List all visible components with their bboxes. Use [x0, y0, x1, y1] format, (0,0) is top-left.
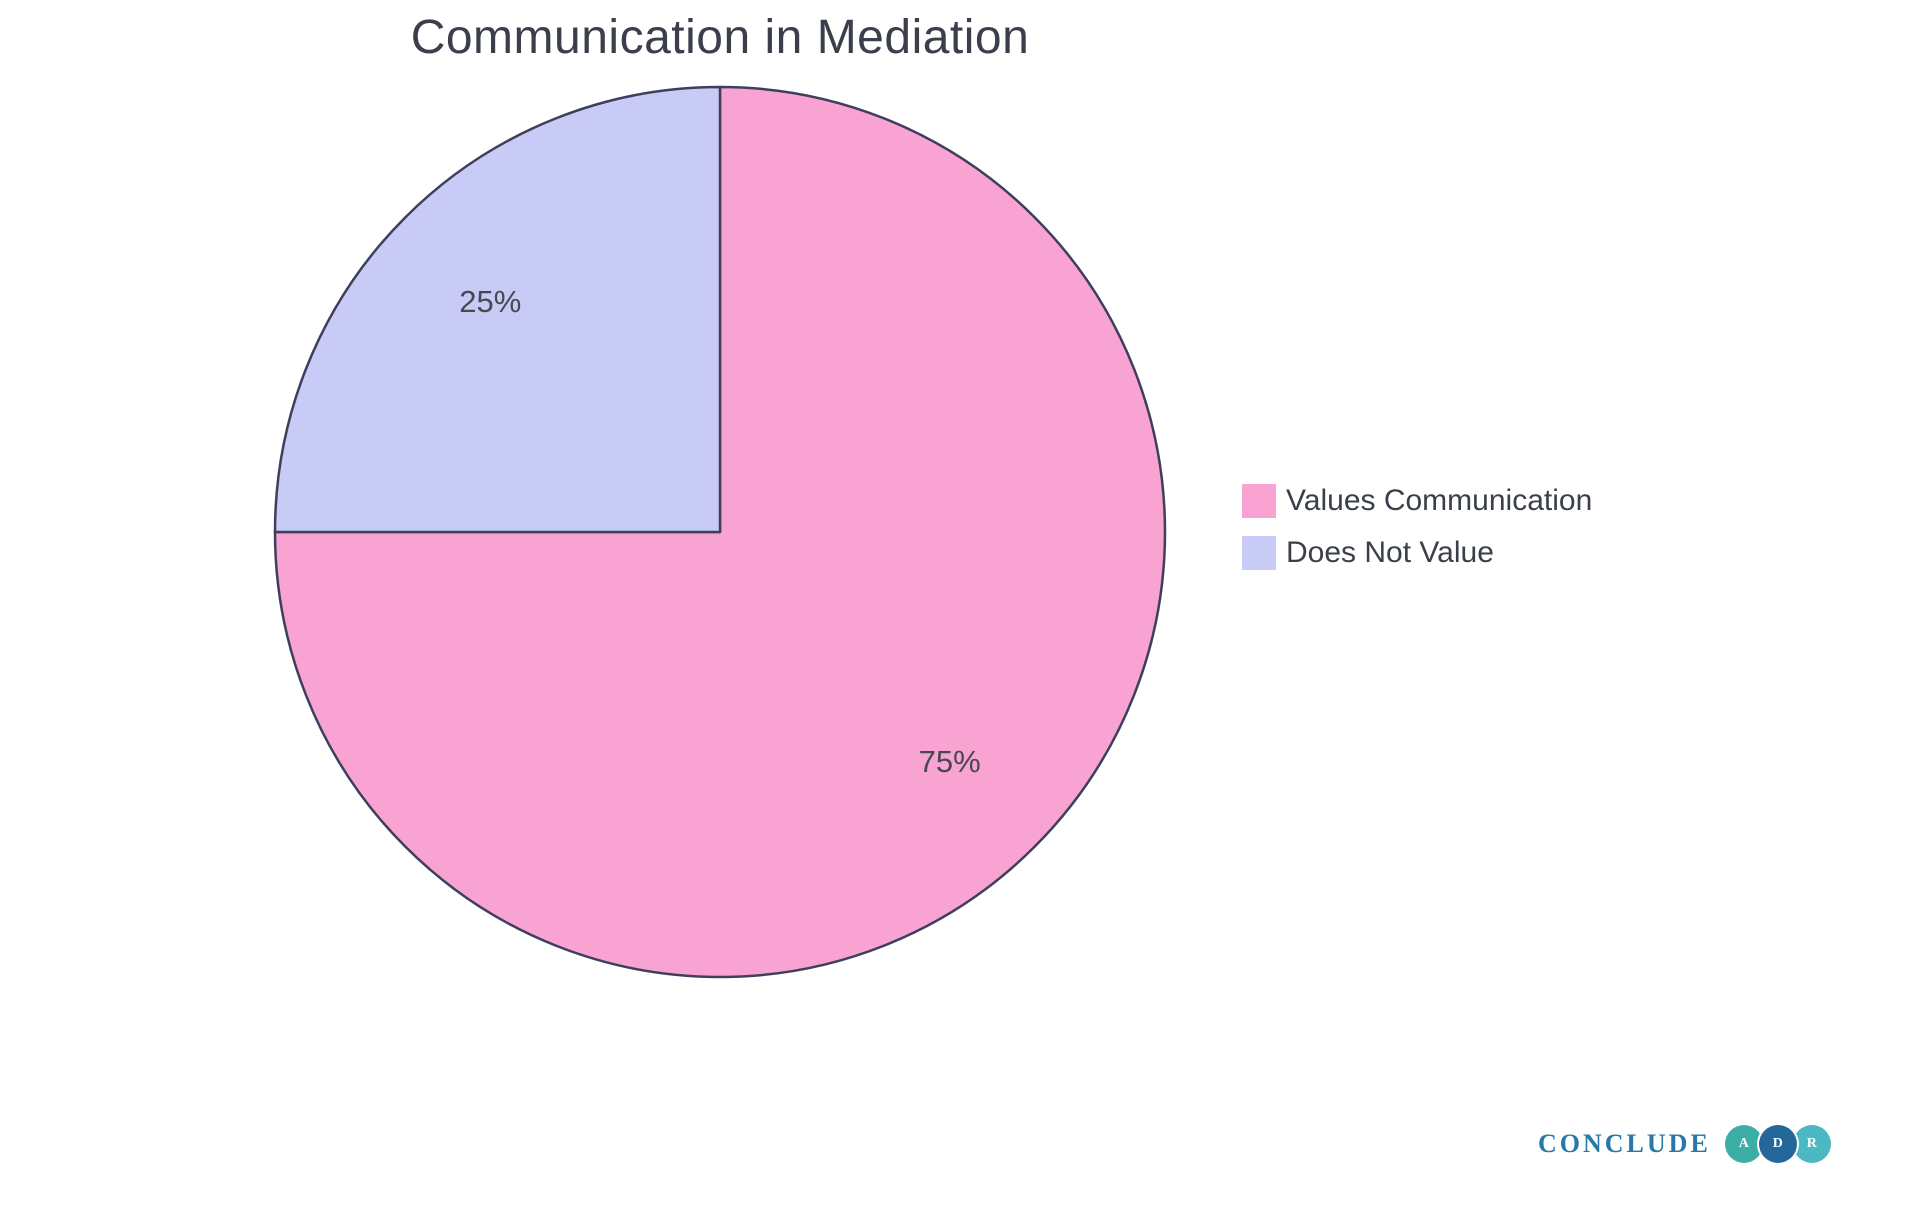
- legend-swatch-values-communication: [1242, 484, 1276, 518]
- pie-slice-does-not-value: [273, 85, 722, 534]
- legend-swatch-does-not-value: [1242, 536, 1276, 570]
- legend-label: Does Not Value: [1286, 536, 1494, 569]
- badge-r-icon: R: [1792, 1125, 1831, 1163]
- pie-chart: [273, 85, 1167, 979]
- badge-d-icon: D: [1758, 1125, 1797, 1163]
- badge-a-icon: A: [1724, 1125, 1763, 1163]
- legend: Values Communication Does Not Value: [1242, 484, 1592, 570]
- legend-label: Values Communication: [1286, 484, 1593, 517]
- legend-item-values-communication: Values Communication: [1242, 484, 1592, 518]
- conclude-wordmark: CONCLUDE: [1538, 1129, 1711, 1158]
- chart-title: Communication in Mediation: [410, 11, 1030, 64]
- legend-item-does-not-value: Does Not Value: [1242, 536, 1592, 570]
- adr-badges: A D R: [1724, 1125, 1831, 1163]
- conclude-adr-logo: CONCLUDE A D R: [1538, 1122, 1831, 1166]
